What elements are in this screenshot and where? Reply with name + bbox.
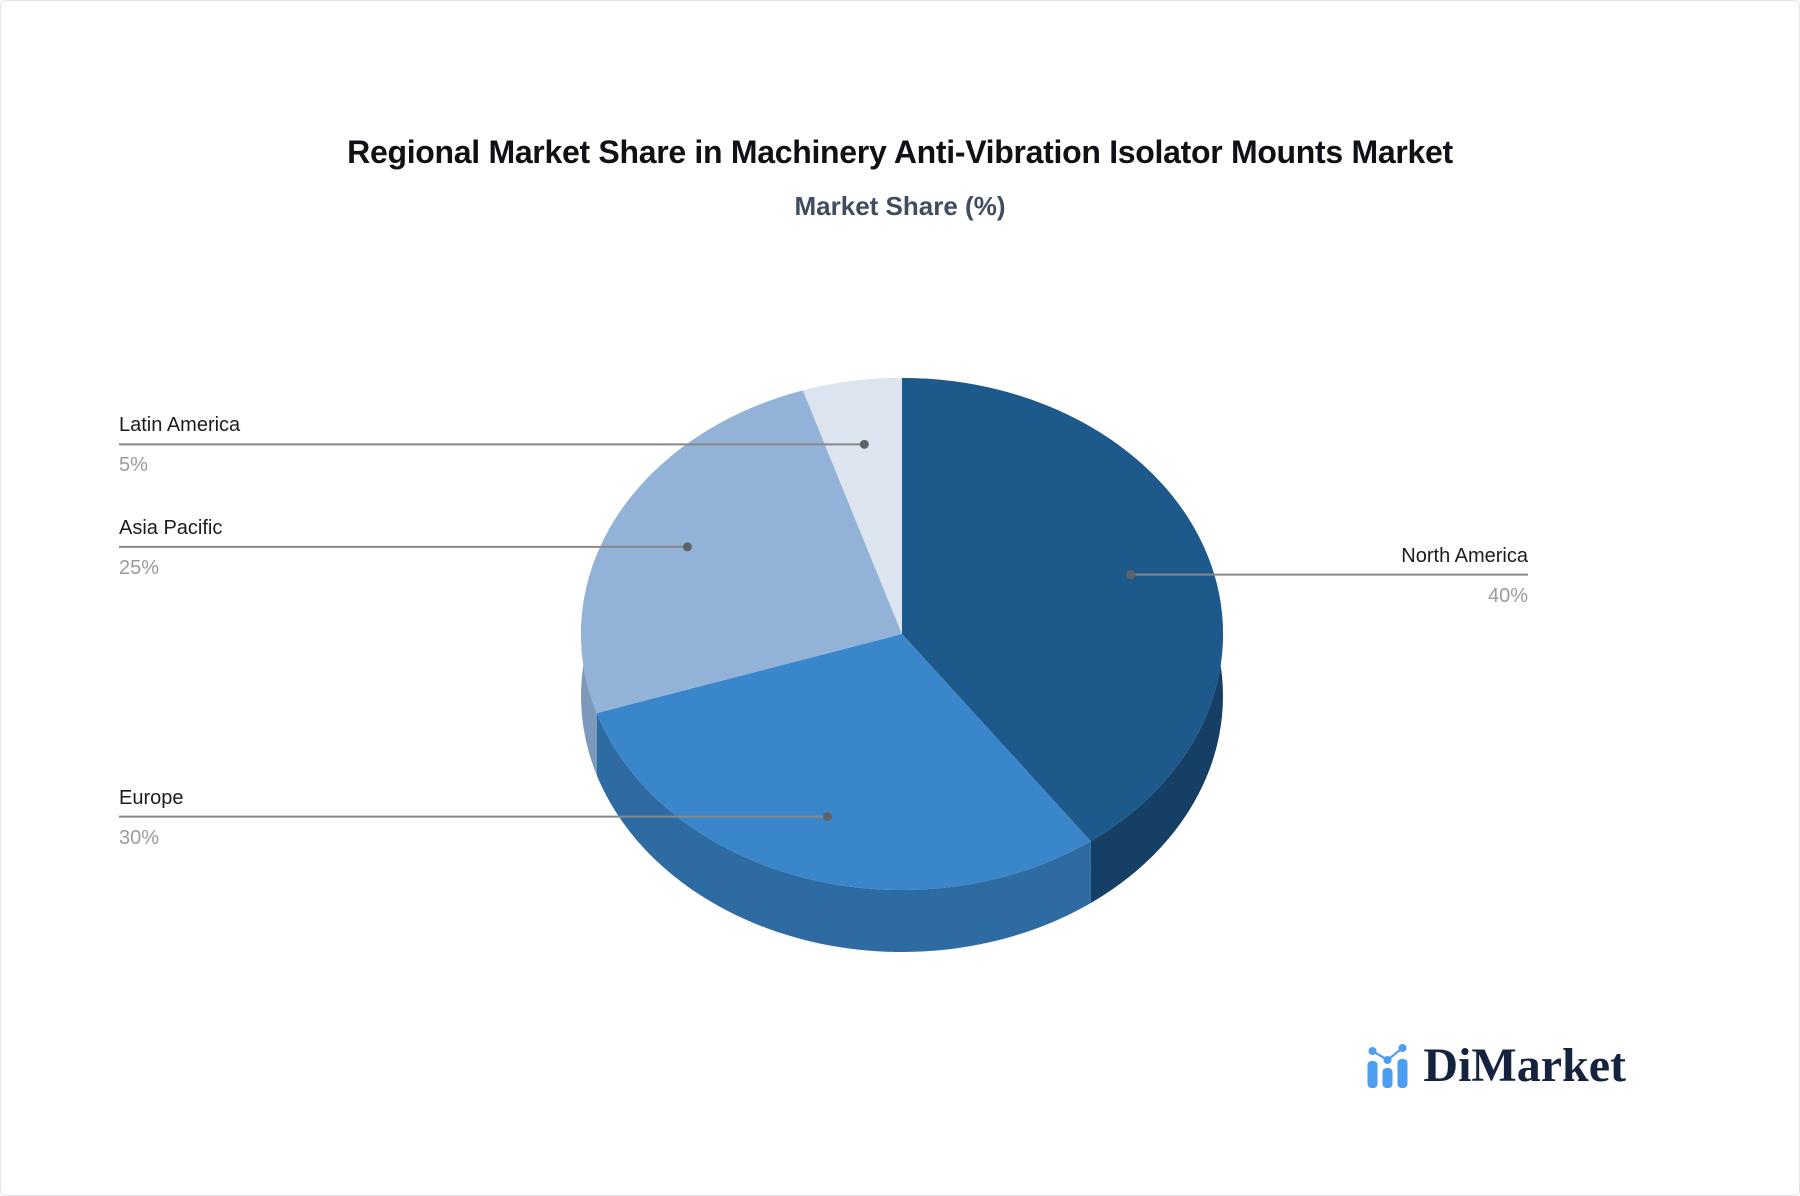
chart-title: Regional Market Share in Machinery Anti-…: [347, 134, 1453, 170]
bar-line-chart-icon: [1367, 1044, 1408, 1088]
pie-slice-asia-pacific[interactable]: [581, 390, 902, 714]
leader-dot: [859, 439, 869, 449]
slice-label-name: Asia Pacific: [119, 516, 223, 539]
chart-subtitle: Market Share (%): [794, 191, 1006, 221]
pie-slice-latin-america[interactable]: [802, 378, 902, 634]
slice-label-name: North America: [1401, 544, 1528, 567]
leader-dot: [823, 812, 833, 822]
pie-slice-side: [596, 713, 1091, 952]
slice-label-name: Latin America: [119, 414, 241, 437]
pie-slice-europe[interactable]: [596, 634, 1091, 890]
slice-label-name: Europe: [119, 786, 184, 809]
slice-label-pct: 25%: [119, 556, 160, 579]
slice-label-pct: 40%: [1487, 584, 1528, 607]
brand-logo: DiMarket: [1366, 1039, 1626, 1093]
slice-label-pct: 5%: [119, 454, 148, 477]
leader-dot: [682, 542, 692, 552]
pie-slice-north-america[interactable]: [902, 378, 1223, 842]
leader-dot: [1126, 570, 1136, 580]
brand-logo-text: DiMarket: [1423, 1039, 1626, 1092]
slice-label-pct: 30%: [119, 826, 160, 849]
